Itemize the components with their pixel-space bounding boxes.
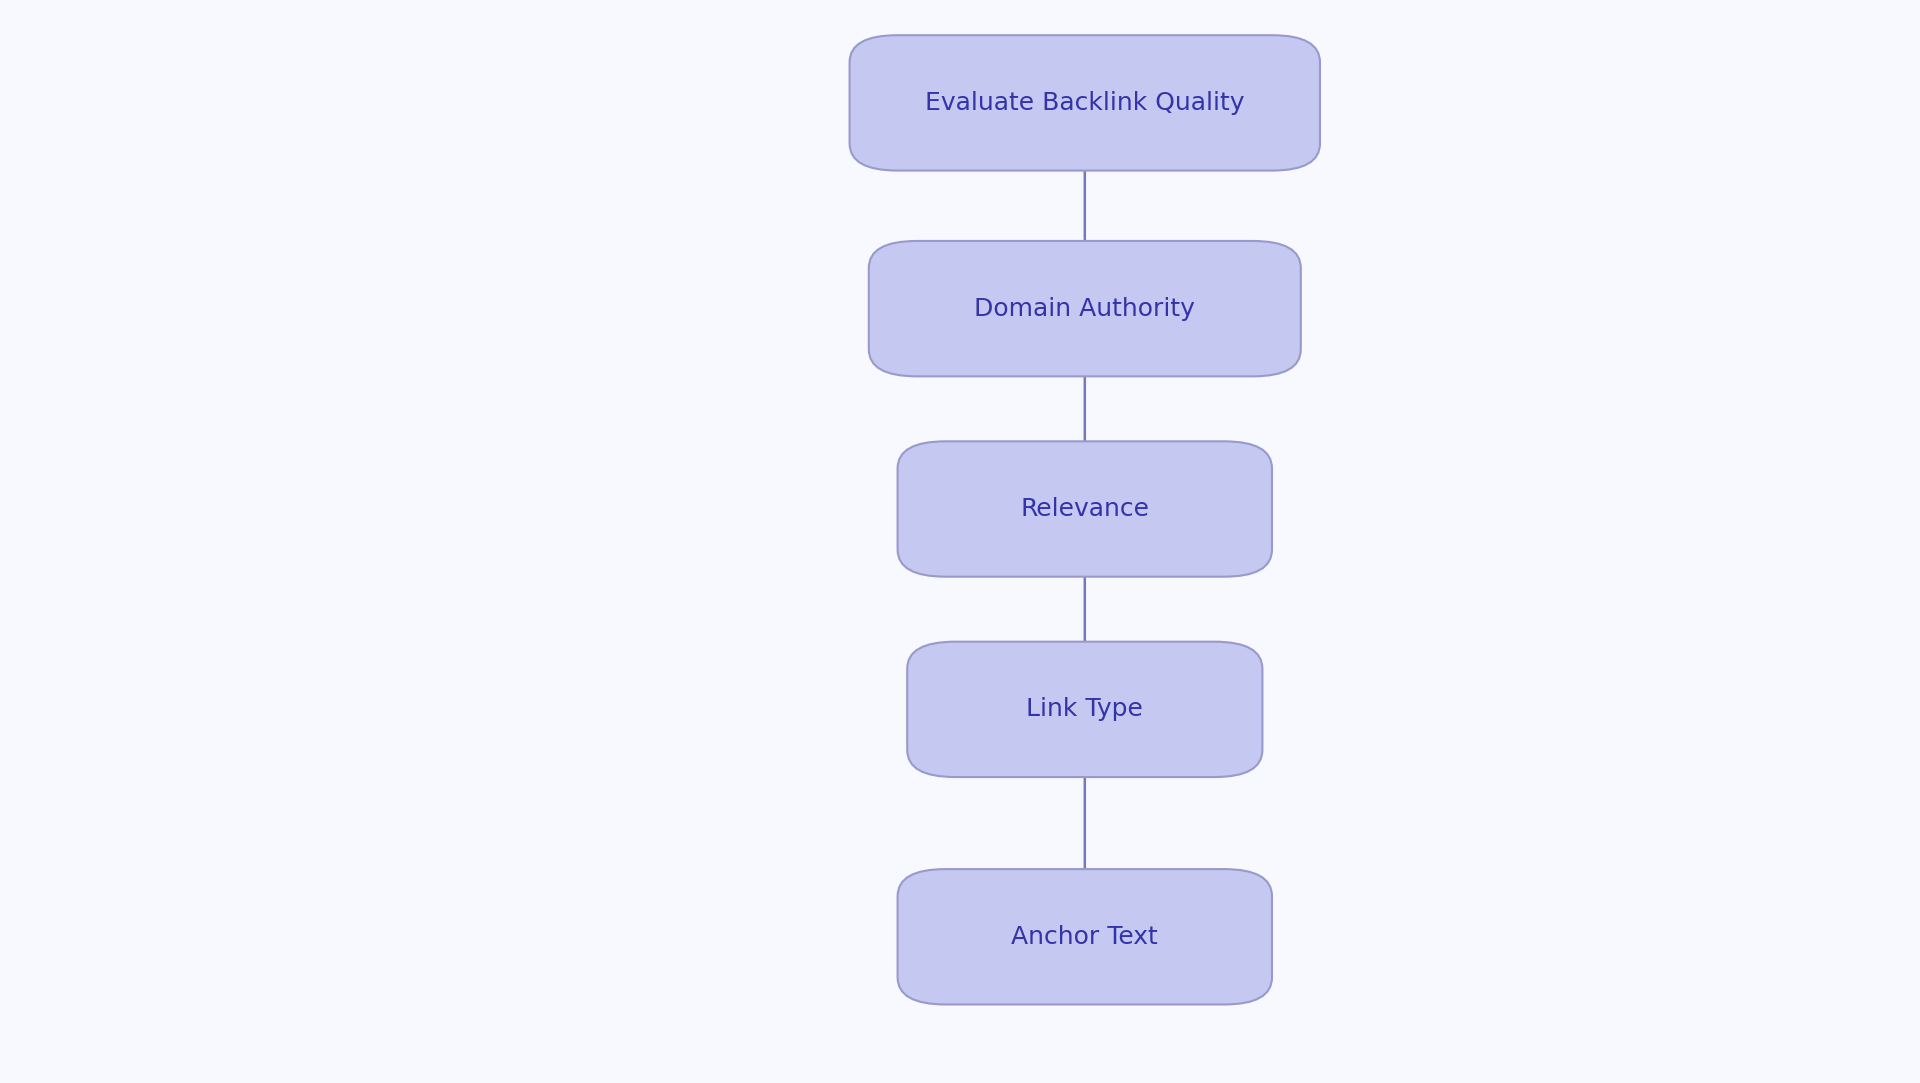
Text: Anchor Text: Anchor Text xyxy=(1012,925,1158,949)
FancyBboxPatch shape xyxy=(897,869,1271,1005)
FancyBboxPatch shape xyxy=(849,35,1319,170)
Text: Link Type: Link Type xyxy=(1027,697,1142,721)
FancyBboxPatch shape xyxy=(868,242,1300,377)
Text: Evaluate Backlink Quality: Evaluate Backlink Quality xyxy=(925,91,1244,115)
FancyBboxPatch shape xyxy=(897,442,1271,576)
Text: Relevance: Relevance xyxy=(1020,497,1150,521)
FancyBboxPatch shape xyxy=(906,641,1263,778)
Text: Domain Authority: Domain Authority xyxy=(973,297,1196,321)
